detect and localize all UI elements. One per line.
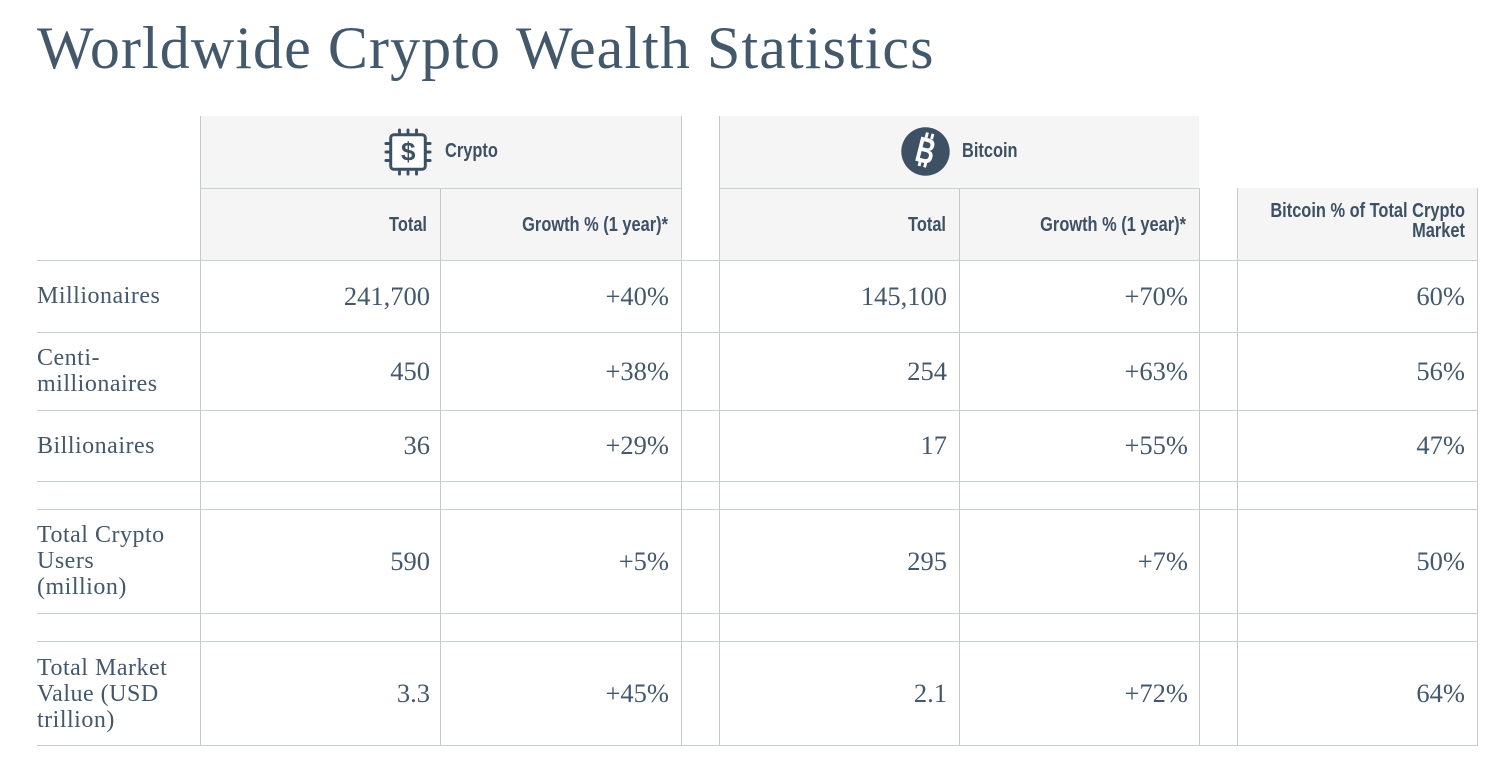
svg-text:$: $ [401, 136, 416, 166]
